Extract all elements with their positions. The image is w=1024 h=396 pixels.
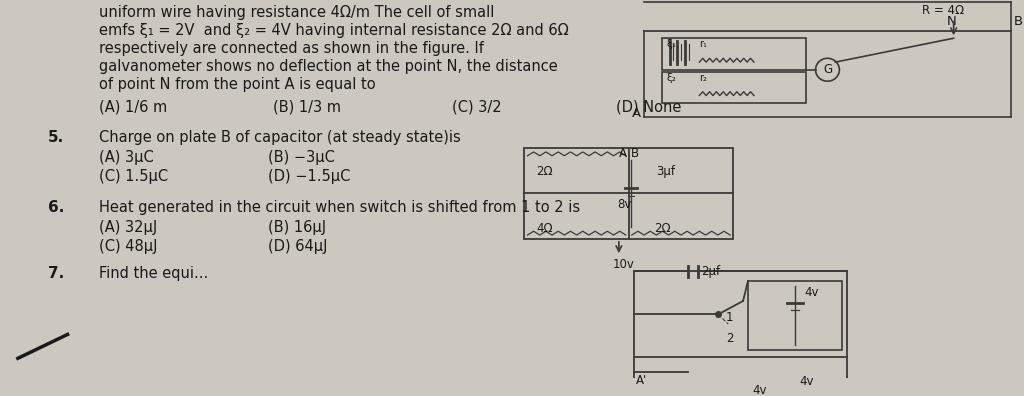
Bar (662, 72, 806, 103)
Bar (748, 281, 843, 350)
Text: Heat generated in the circuit when switch is shifted from 1 to 2 is: Heat generated in the circuit when switc… (99, 200, 581, 215)
Text: 2Ω: 2Ω (537, 165, 553, 178)
Text: A: A (632, 107, 641, 120)
Text: (D) 64μJ: (D) 64μJ (268, 239, 328, 254)
Text: (A) 1/6 m: (A) 1/6 m (99, 99, 168, 114)
Text: respectively are connected as shown in the figure. If: respectively are connected as shown in t… (99, 41, 484, 56)
Text: (C) 48μJ: (C) 48μJ (99, 239, 158, 254)
Text: Charge on plate B of capacitor (at steady state)is: Charge on plate B of capacitor (at stead… (99, 130, 461, 145)
Text: (A) 3μC: (A) 3μC (99, 150, 154, 165)
Text: 5.: 5. (48, 130, 63, 145)
Text: ξ₂: ξ₂ (667, 72, 677, 83)
Text: R = 4Ω: R = 4Ω (922, 4, 964, 17)
Bar (634, 271, 847, 357)
Text: uniform wire having resistance 4Ω/m The cell of small: uniform wire having resistance 4Ω/m The … (99, 5, 495, 20)
Text: (B) −3μC: (B) −3μC (268, 150, 335, 165)
Text: 6.: 6. (48, 200, 65, 215)
Text: B: B (631, 147, 639, 160)
Text: 2Ω: 2Ω (653, 222, 671, 235)
Text: A': A' (636, 373, 647, 386)
Text: ξ₁: ξ₁ (667, 39, 677, 49)
Text: 4v: 4v (800, 375, 814, 388)
Text: Find the equi...: Find the equi... (99, 266, 209, 281)
Text: of point N from the point A is equal to: of point N from the point A is equal to (99, 77, 376, 92)
Text: (B) 16μJ: (B) 16μJ (268, 220, 327, 235)
Text: 8v: 8v (616, 198, 631, 211)
Text: (B) 1/3 m: (B) 1/3 m (273, 99, 341, 114)
Bar (524, 148, 733, 239)
Bar (662, 38, 806, 70)
Text: r₁: r₁ (699, 39, 708, 49)
Text: G: G (823, 63, 833, 76)
Text: 4v: 4v (805, 286, 819, 299)
Text: emfs ξ₁ = 2V  and ξ₂ = 4V having internal resistance 2Ω and 6Ω: emfs ξ₁ = 2V and ξ₂ = 4V having internal… (99, 23, 569, 38)
Text: (C) 3/2: (C) 3/2 (452, 99, 502, 114)
Text: 4Ω: 4Ω (537, 222, 553, 235)
Text: 3μf: 3μf (656, 165, 676, 178)
Text: 1: 1 (726, 310, 733, 324)
Text: 7.: 7. (48, 266, 63, 281)
Text: 2: 2 (726, 331, 733, 345)
Text: galvanometer shows no deflection at the point N, the distance: galvanometer shows no deflection at the … (99, 59, 558, 74)
Text: 4v: 4v (752, 384, 767, 396)
Text: A: A (618, 147, 627, 160)
Text: 2μf: 2μf (701, 265, 721, 278)
Text: B: B (1014, 15, 1023, 28)
Text: (D) None: (D) None (615, 99, 681, 114)
Text: 10v: 10v (613, 258, 635, 271)
Text: r₂: r₂ (699, 72, 708, 83)
Text: (C) 1.5μC: (C) 1.5μC (99, 169, 169, 184)
Text: (D) −1.5μC: (D) −1.5μC (268, 169, 350, 184)
Text: (A) 32μJ: (A) 32μJ (99, 220, 158, 235)
Text: N: N (946, 15, 956, 28)
